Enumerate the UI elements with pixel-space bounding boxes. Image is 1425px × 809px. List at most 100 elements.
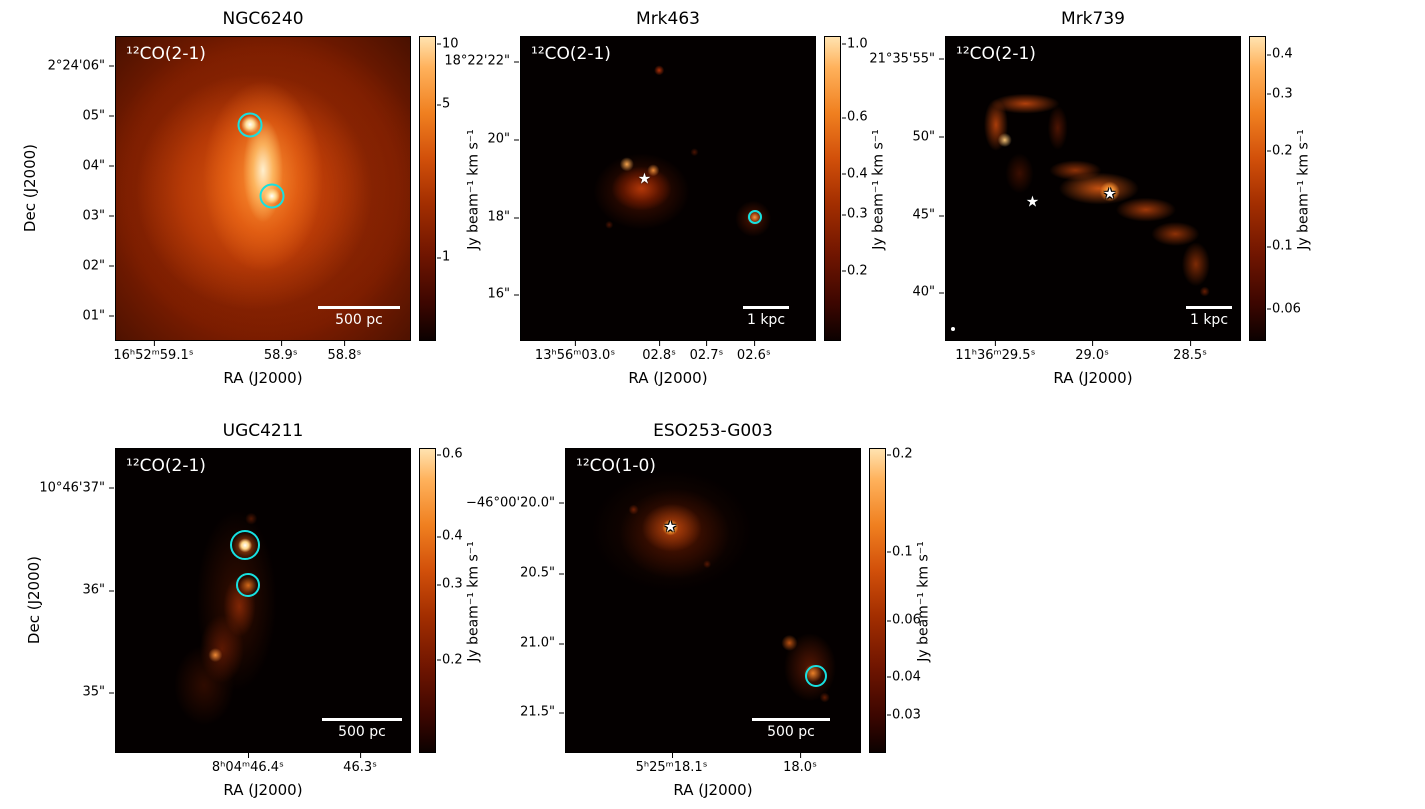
colorbar-tick-label: 0.06 [1267, 301, 1301, 317]
colorbar-tick-label: 0.1 [887, 544, 913, 560]
y-tick-label: 01" [82, 308, 114, 324]
scalebar: 1 kpc [1186, 306, 1232, 328]
colorbar-tick-label: 0.2 [1267, 143, 1293, 159]
scalebar-label: 500 pc [335, 312, 383, 328]
y-tick-label: 16" [487, 286, 519, 302]
scalebar-label: 1 kpc [746, 312, 786, 328]
x-tick-label: 13ʰ56ᵐ03.0ˢ [534, 341, 616, 363]
colorbar-tick-label: 5 [436, 96, 451, 112]
colorbar-tick-label: 10 [437, 36, 459, 52]
colorbar-tick-label: 0.2 [842, 263, 868, 279]
panel-title: UGC4211 [222, 421, 304, 441]
emission-line-label: ¹²CO(2-1) [126, 456, 206, 476]
y-tick-label: 21°35'55" [869, 51, 944, 67]
panel-ngc6240: NGC6240 ¹²CO(2-1) 500 pc 2°24'06" 05" 04… [48, 9, 482, 387]
colorbar-tick-label: 0.4 [1267, 46, 1293, 62]
nucleus-circle-marker [259, 183, 285, 209]
colorbar-tick-label: 0.2 [887, 446, 913, 462]
y-tick-label: 2°24'06" [47, 58, 115, 74]
y-tick-label: 20" [487, 131, 519, 147]
colorbar [1249, 36, 1266, 341]
colorbar [824, 36, 841, 341]
scalebar-line [318, 306, 400, 309]
colorbar-axis-label: Jy beam⁻¹ km s⁻¹ [465, 540, 482, 662]
ra-axis-label: RA (J2000) [628, 369, 708, 387]
emission-line-label: ¹²CO(1-0) [576, 456, 656, 476]
colorbar-axis-label: Jy beam⁻¹ km s⁻¹ [870, 128, 887, 250]
x-tick-label: 28.5ˢ [1173, 341, 1207, 363]
colorbar-tick-label: 0.3 [842, 206, 868, 222]
dec-axis-label: Dec (J2000) [21, 143, 39, 233]
colorbar-tick-label: 1.0 [842, 36, 868, 52]
x-tick-label: 58.8ˢ [327, 341, 362, 363]
co-map-ngc6240: ¹²CO(2-1) 500 pc [115, 36, 411, 341]
co-map-ugc4211: ¹²CO(2-1) 500 pc [115, 448, 411, 753]
nucleus-circle-marker [804, 665, 827, 688]
colorbar-tick-label: 0.2 [437, 652, 463, 668]
panel-title: Mrk739 [1061, 9, 1125, 29]
colorbar-axis-label: Jy beam⁻¹ km s⁻¹ [1295, 128, 1312, 250]
colorbar-axis-label: Jy beam⁻¹ km s⁻¹ [465, 128, 482, 250]
scalebar: 1 kpc [743, 306, 789, 328]
scalebar: 500 pc [318, 306, 400, 328]
scalebar-line [743, 306, 789, 309]
scalebar: 500 pc [322, 718, 402, 740]
ra-axis-label: RA (J2000) [1053, 369, 1133, 387]
y-tick-label: 21.5" [520, 704, 564, 720]
colorbar-tick-label: 0.4 [842, 166, 868, 182]
x-tick-label: 58.9ˢ [263, 341, 298, 363]
y-tick-label: 40" [912, 284, 944, 300]
x-tick-label: 02.6ˢ [736, 341, 771, 363]
colorbar-tick-label: 0.06 [887, 612, 921, 628]
y-tick-label: 10°46'37" [39, 480, 114, 496]
colorbar-tick-label: 0.6 [437, 446, 463, 462]
colorbar [419, 36, 436, 341]
panel-title: ESO253-G003 [653, 421, 773, 441]
scalebar-line [752, 718, 830, 721]
co-map-mrk463: ¹²CO(2-1) ★ 1 kpc [520, 36, 816, 341]
colorbar-axis-label: Jy beam⁻¹ km s⁻¹ [915, 540, 932, 662]
nucleus-circle-marker [230, 530, 261, 561]
emission-line-label: ¹²CO(2-1) [531, 44, 611, 64]
panel-ugc4211: UGC4211 ¹²CO(2-1) 500 pc 10°46'37" 36" 3… [39, 421, 481, 799]
x-tick-label: 29.0ˢ [1075, 341, 1110, 363]
agn-star-icon: ★ [637, 169, 652, 188]
colorbar-tick-label: 1 [436, 249, 451, 265]
agn-star-icon: ★ [1103, 184, 1117, 203]
panel-title: Mrk463 [636, 9, 700, 29]
x-tick-label: 16ʰ52ᵐ59.1ˢ [113, 341, 194, 363]
agn-star-icon: ★ [663, 517, 678, 536]
agn-star-icon: ★ [1025, 192, 1040, 211]
y-tick-label: 21.0" [520, 635, 564, 651]
colorbar-tick-label: 0.03 [887, 707, 921, 723]
y-tick-label: 45" [912, 207, 944, 223]
y-tick-label: −46°00'20.0" [466, 495, 564, 511]
scalebar-label: 500 pc [338, 724, 386, 740]
x-tick-label: 5ʰ25ᵐ18.1ˢ [635, 753, 708, 775]
beam-marker [951, 327, 956, 332]
ra-axis-label: RA (J2000) [673, 781, 753, 799]
y-tick-label: 35" [82, 684, 114, 700]
emission-line-label: ¹²CO(2-1) [956, 44, 1036, 64]
nucleus-circle-marker [236, 573, 260, 598]
emission-line-label: ¹²CO(2-1) [126, 44, 206, 64]
panel-mrk739: Mrk739 ¹²CO(2-1) ★ ★ 1 kpc 21°35'55" 50"… [869, 9, 1311, 387]
ra-axis-label: RA (J2000) [223, 781, 303, 799]
y-tick-label: 36" [82, 582, 114, 598]
colorbar-tick-label: 0.3 [437, 576, 463, 592]
y-tick-label: 05" [82, 108, 114, 124]
nucleus-circle-marker [747, 210, 762, 225]
y-tick-label: 03" [82, 208, 114, 224]
scalebar-line [322, 718, 402, 721]
scalebar-line [1186, 306, 1232, 309]
colorbar [419, 448, 436, 753]
y-tick-label: 18°22'22" [444, 53, 519, 69]
colorbar-tick-label: 0.3 [1267, 86, 1293, 102]
colorbar-tick-label: 0.1 [1267, 238, 1293, 254]
scalebar-label: 1 kpc [1189, 312, 1229, 328]
y-tick-label: 18" [487, 209, 519, 225]
x-tick-label: 11ʰ36ᵐ29.5ˢ [955, 341, 1036, 363]
colorbar [869, 448, 886, 753]
panel-eso253-g003: ESO253-G003 ¹²CO(1-0) ★ 500 pc −46°00'20… [466, 421, 931, 799]
y-tick-label: 50" [912, 129, 944, 145]
